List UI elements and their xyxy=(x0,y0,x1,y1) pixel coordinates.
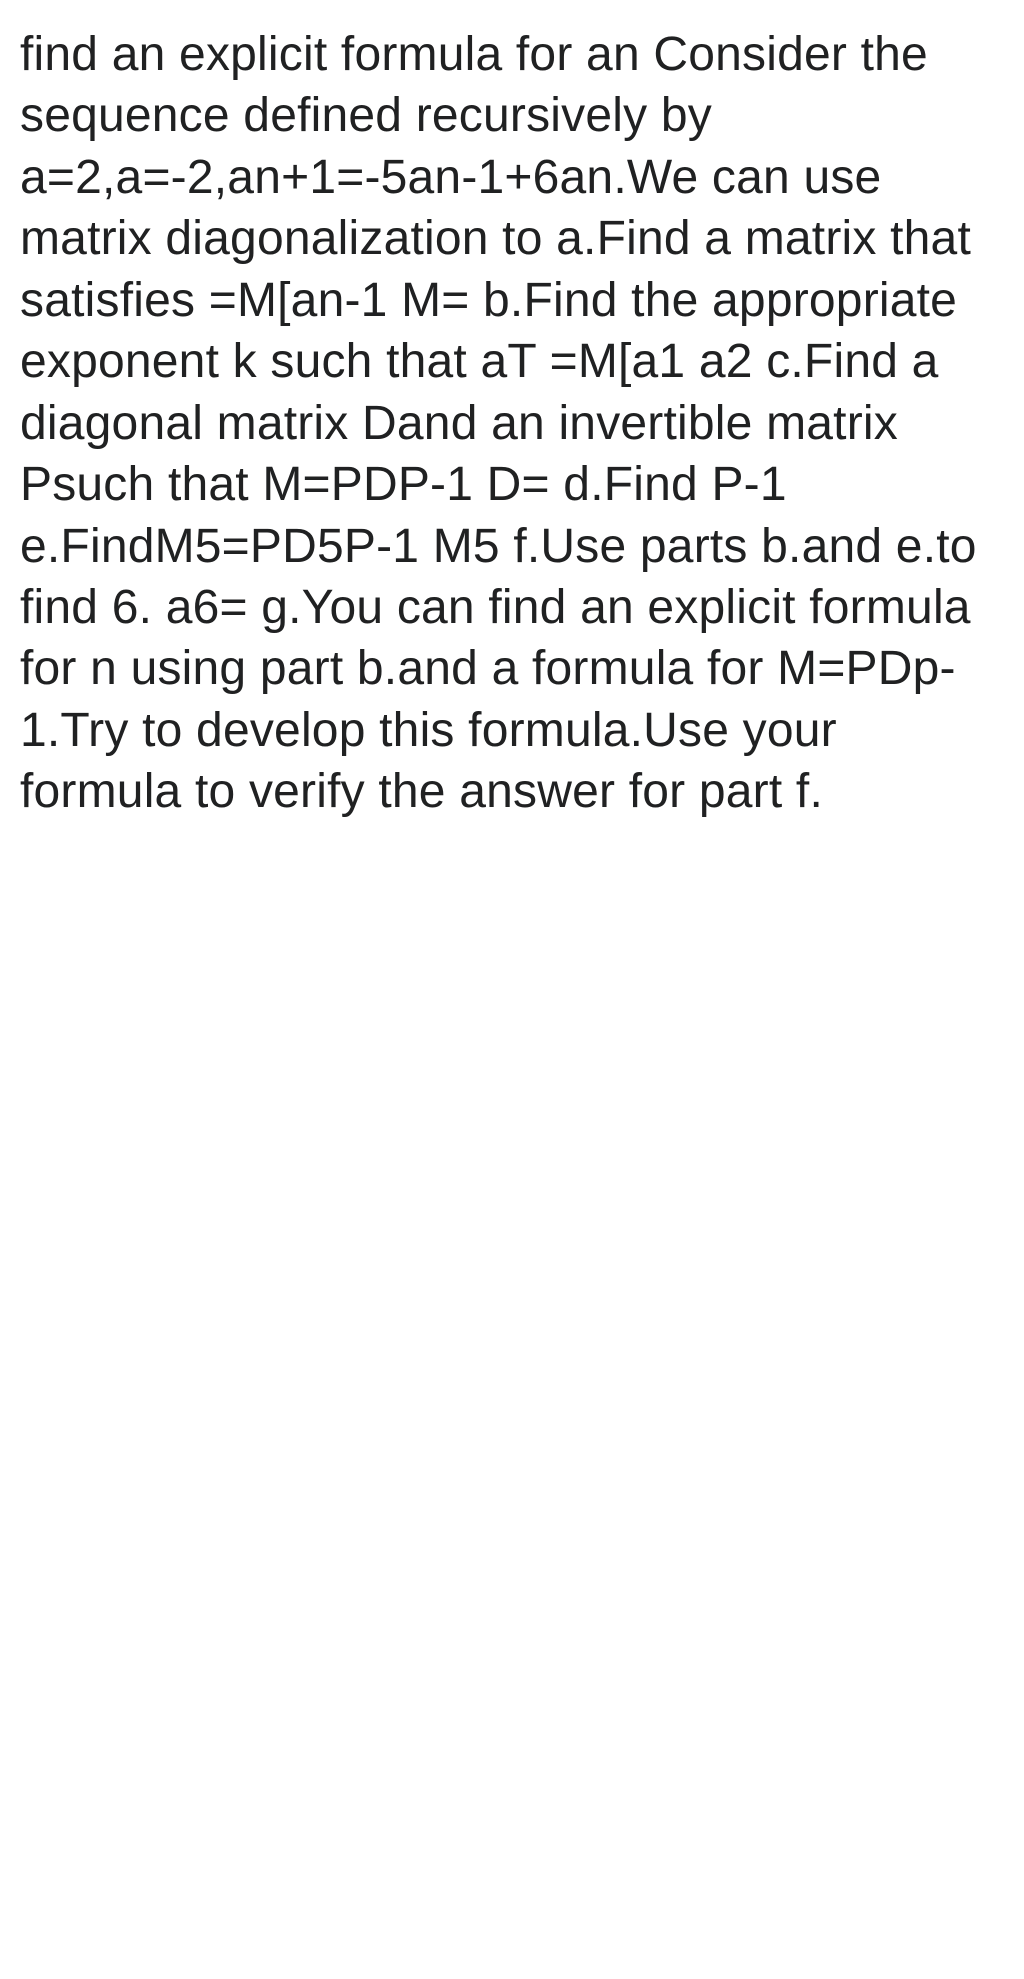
problem-page: find an explicit formula for an Consider… xyxy=(0,0,1024,1979)
problem-text: find an explicit formula for an Consider… xyxy=(20,28,977,818)
